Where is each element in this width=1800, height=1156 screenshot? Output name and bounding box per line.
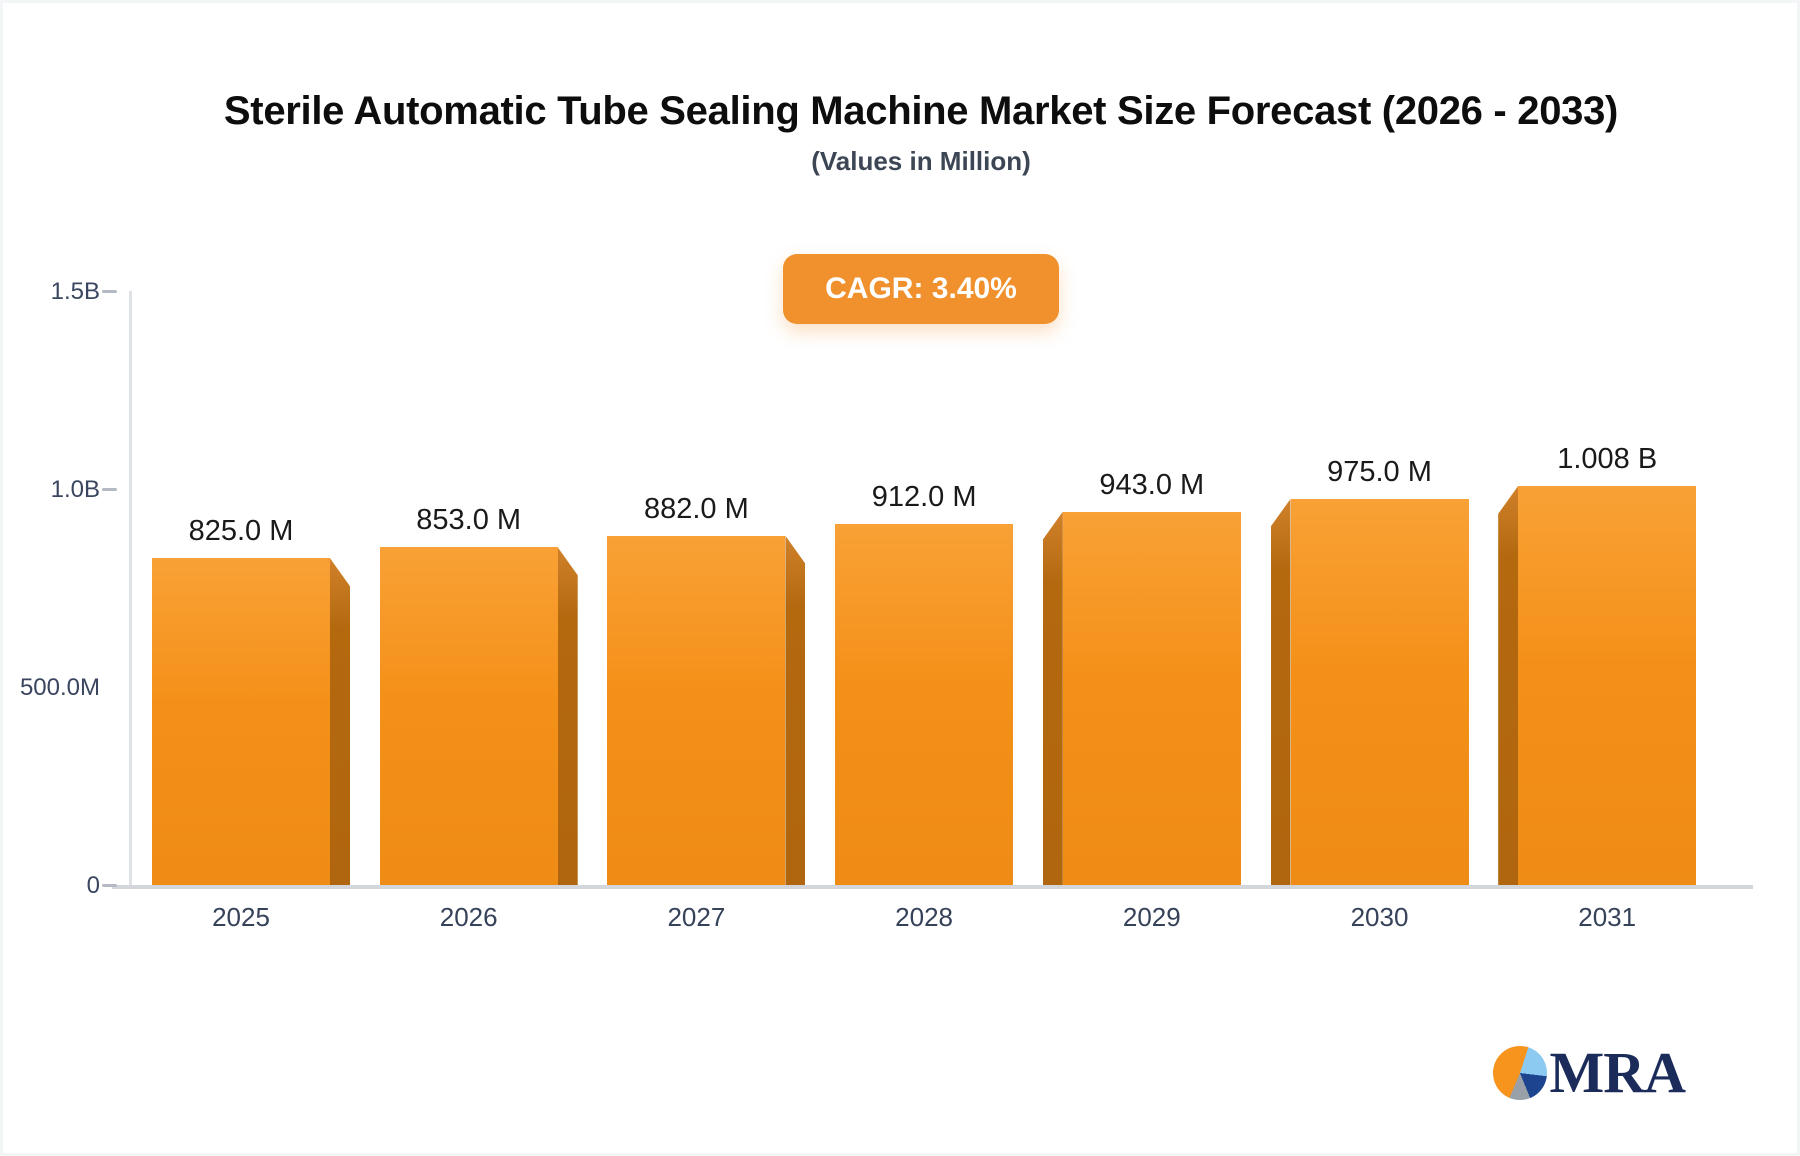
bar-2030[interactable] — [1290, 498, 1469, 885]
bar-value-label-2026: 853.0 M — [416, 504, 522, 537]
bar-side-face-2031 — [1498, 485, 1519, 885]
bar-value-label-2027: 882.0 M — [643, 492, 749, 525]
page-title: Sterile Automatic Tube Sealing Machine M… — [223, 89, 1619, 133]
mra-logo-pie-icon — [1493, 1046, 1548, 1100]
bar-value-label-2029: 943.0 M — [1099, 468, 1205, 501]
mra-logo: MRA — [1493, 1040, 1686, 1105]
y-axis-label-0: 0 — [86, 872, 100, 899]
x-axis-line — [112, 885, 1753, 889]
y-tick-1.0B — [102, 488, 117, 491]
y-axis-label-500.0M: 500.0M — [19, 674, 100, 701]
bar-side-face-2027 — [785, 535, 806, 885]
x-axis-label-2029: 2029 — [1122, 902, 1181, 932]
bar-value-label-2025: 825.0 M — [188, 515, 294, 548]
y-tick-0 — [102, 884, 117, 887]
bar-side-face-2025 — [330, 558, 350, 885]
y-tick-1.5B — [102, 290, 117, 293]
bar-2029[interactable] — [1062, 511, 1241, 885]
y-axis-line — [129, 291, 132, 885]
x-axis-label-2031: 2031 — [1578, 902, 1637, 932]
bar-2028[interactable] — [835, 523, 1014, 885]
bar-value-label-2030: 975.0 M — [1327, 455, 1432, 488]
cagr-badge-label: CAGR: 3.40% — [825, 272, 1017, 305]
x-axis-label-2025: 2025 — [212, 902, 270, 932]
bar-2027[interactable] — [607, 535, 786, 885]
x-axis-label-2026: 2026 — [439, 902, 498, 932]
y-axis-label-1.0B: 1.0B — [50, 476, 100, 503]
bar-side-face-2026 — [557, 547, 578, 885]
y-axis-label-1.5B: 1.5B — [50, 278, 100, 305]
bar-side-face-2029 — [1042, 511, 1063, 885]
chart-subtitle: (Values in Million) — [811, 146, 1031, 176]
x-axis-label-2028: 2028 — [895, 902, 954, 932]
bar-2025[interactable] — [152, 558, 330, 885]
bar-2026[interactable] — [379, 547, 558, 885]
bar-side-face-2030 — [1270, 498, 1291, 885]
chart-header: Sterile Automatic Tube Sealing Machine M… — [40, 0, 1800, 324]
bar-value-label-2031: 1.008 B — [1557, 442, 1658, 475]
cagr-badge: CAGR: 3.40% — [783, 254, 1059, 324]
bar-value-label-2028: 912.0 M — [871, 480, 977, 513]
mra-logo-text: MRA — [1549, 1040, 1686, 1105]
x-axis-label-2027: 2027 — [667, 902, 726, 932]
x-axis-label-2030: 2030 — [1350, 902, 1409, 932]
bar-2031[interactable] — [1518, 485, 1697, 885]
